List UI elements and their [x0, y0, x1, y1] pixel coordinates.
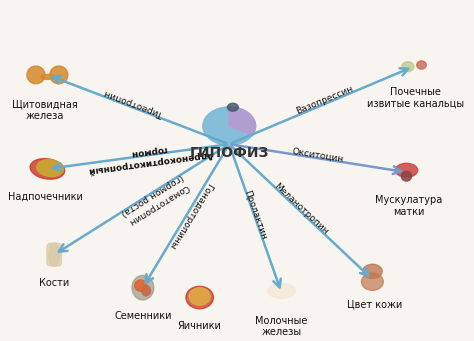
Text: Окситоцин: Окситоцин — [292, 146, 344, 163]
Ellipse shape — [49, 243, 60, 266]
Text: Тиреотропин: Тиреотропин — [104, 88, 165, 118]
Text: Гонадотропины: Гонадотропины — [167, 181, 214, 251]
Ellipse shape — [36, 160, 64, 177]
Text: Кости: Кости — [39, 278, 69, 288]
Ellipse shape — [132, 276, 154, 300]
Ellipse shape — [268, 283, 295, 298]
Text: ГИПОФИЗ: ГИПОФИЗ — [190, 146, 269, 160]
Circle shape — [228, 103, 238, 111]
Circle shape — [203, 107, 255, 145]
FancyBboxPatch shape — [47, 243, 62, 266]
Text: Пролактин: Пролактин — [242, 189, 268, 241]
Text: Меланотропин: Меланотропин — [272, 181, 329, 236]
Text: Адренокортикотропный
гормон: Адренокортикотропный гормон — [86, 138, 214, 175]
Ellipse shape — [30, 159, 64, 179]
Ellipse shape — [142, 286, 150, 296]
Ellipse shape — [27, 66, 45, 84]
Text: Мускулатура
матки: Мускулатура матки — [375, 195, 442, 217]
Ellipse shape — [135, 280, 146, 291]
Ellipse shape — [50, 66, 68, 84]
Text: Соматотропин
(гормон роста): Соматотропин (гормон роста) — [120, 172, 191, 227]
Text: Цвет кожи: Цвет кожи — [347, 299, 402, 309]
Text: Щитовидная
железа: Щитовидная железа — [12, 100, 78, 121]
Text: Почечные
извитые канальцы: Почечные извитые канальцы — [367, 87, 464, 109]
Ellipse shape — [362, 273, 383, 291]
Text: Молочные
железы: Молочные железы — [255, 316, 308, 337]
Text: Вазопрессин: Вазопрессин — [295, 84, 355, 116]
Text: Семенники: Семенники — [114, 311, 172, 321]
Ellipse shape — [395, 163, 418, 177]
Ellipse shape — [186, 286, 213, 309]
Text: Яичники: Яичники — [178, 321, 222, 331]
Text: Надпочечники: Надпочечники — [8, 192, 82, 202]
Ellipse shape — [189, 288, 210, 305]
Ellipse shape — [417, 61, 426, 69]
Ellipse shape — [402, 62, 414, 72]
Ellipse shape — [401, 171, 411, 181]
Circle shape — [363, 264, 382, 279]
Wedge shape — [229, 107, 255, 136]
Ellipse shape — [41, 74, 54, 79]
